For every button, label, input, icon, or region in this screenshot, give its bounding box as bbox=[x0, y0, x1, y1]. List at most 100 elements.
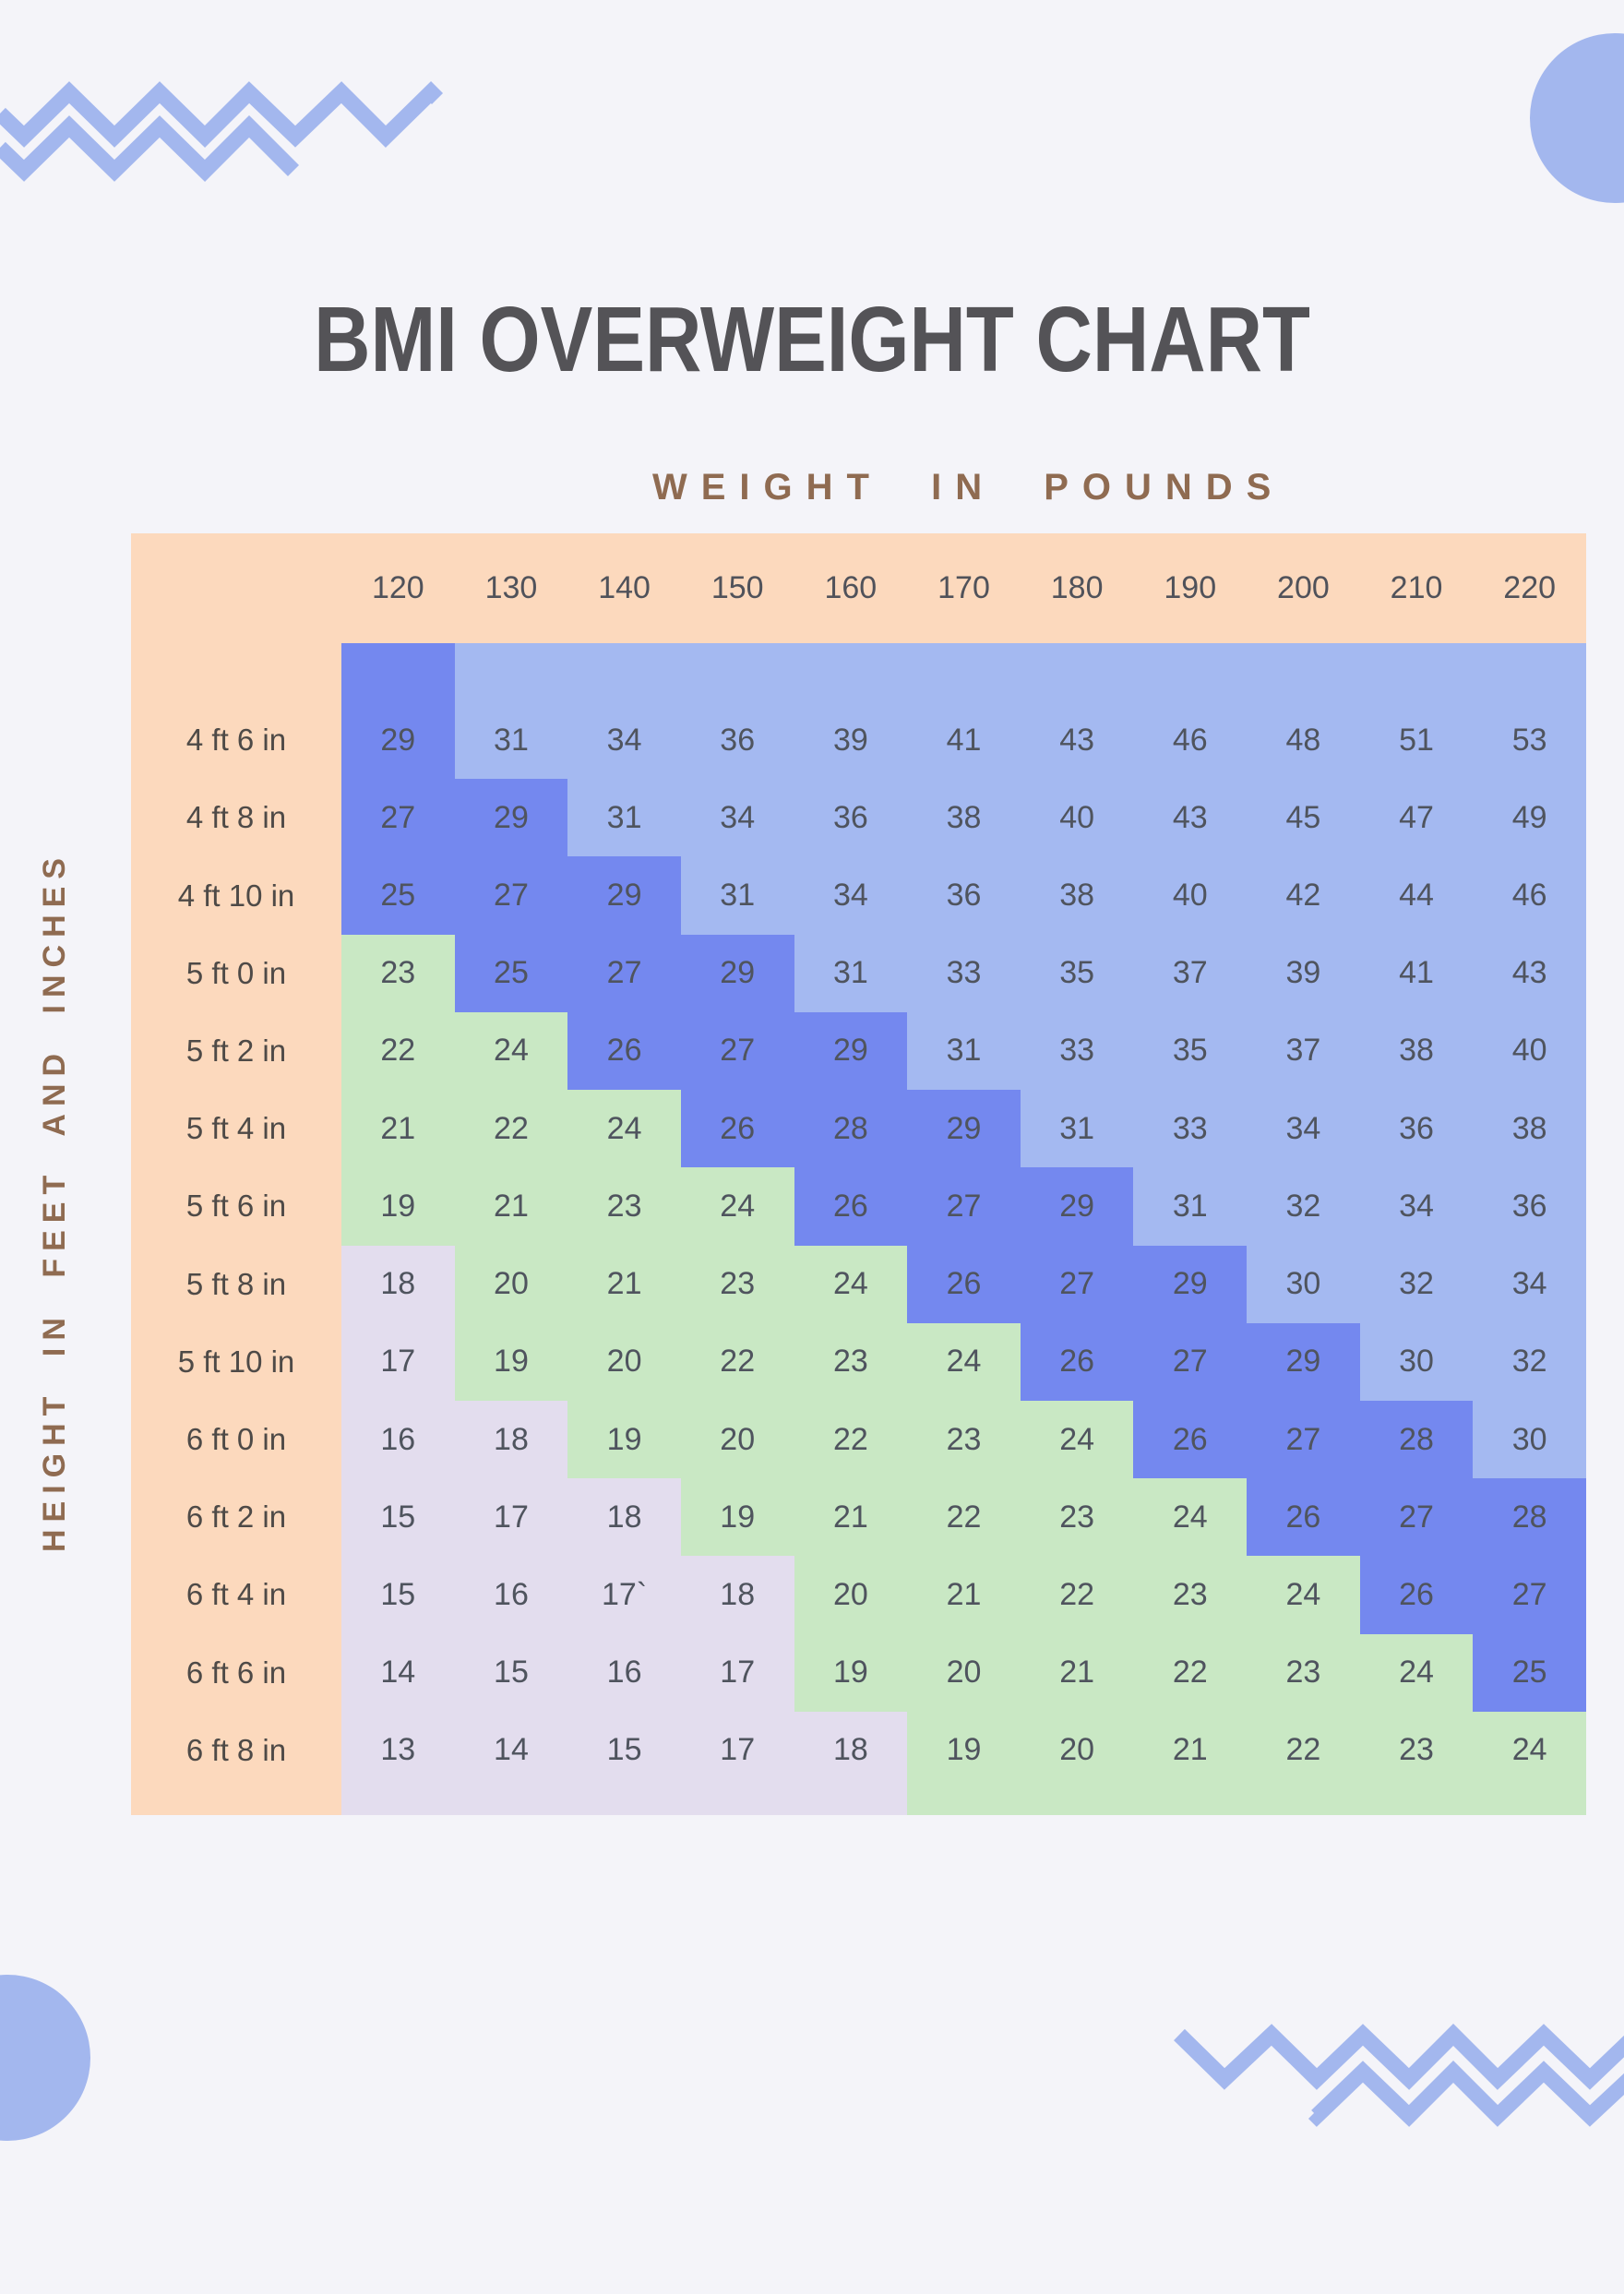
column-header: 210 bbox=[1359, 533, 1474, 643]
bmi-cell: 27 bbox=[1359, 1478, 1474, 1557]
spacer-cell bbox=[680, 643, 794, 701]
bmi-cell: 30 bbox=[1473, 1400, 1586, 1479]
bmi-cell: 14 bbox=[454, 1711, 568, 1789]
bmi-cell: 41 bbox=[907, 701, 1021, 780]
spacer-cell bbox=[567, 1789, 681, 1815]
zigzag-decoration-bottom-right bbox=[1174, 2023, 1624, 2127]
row-label: 5 ft 8 in bbox=[131, 1245, 341, 1323]
bmi-cell: 27 bbox=[1133, 1322, 1248, 1401]
column-header: 170 bbox=[907, 533, 1021, 643]
bmi-cell: 31 bbox=[907, 1011, 1021, 1091]
bmi-cell: 21 bbox=[1133, 1711, 1248, 1789]
bmi-cell: 33 bbox=[907, 934, 1021, 1012]
bmi-cell: 26 bbox=[680, 1090, 794, 1168]
row-label: 6 ft 6 in bbox=[131, 1633, 341, 1712]
bmi-cell: 24 bbox=[680, 1167, 794, 1246]
bmi-cell: 34 bbox=[680, 779, 794, 857]
bmi-cell: 21 bbox=[454, 1167, 568, 1246]
bmi-cell: 20 bbox=[1020, 1711, 1134, 1789]
bmi-cell: 16 bbox=[341, 1400, 455, 1479]
row-label: 6 ft 0 in bbox=[131, 1400, 341, 1479]
bmi-cell: 29 bbox=[341, 701, 455, 780]
bmi-cell: 40 bbox=[1473, 1011, 1586, 1091]
bmi-cell: 23 bbox=[1020, 1478, 1134, 1557]
bmi-cell: 18 bbox=[341, 1245, 455, 1323]
bmi-cell: 32 bbox=[1247, 1167, 1360, 1246]
circle-decoration-bottom-left bbox=[0, 1975, 90, 2141]
bmi-cell: 39 bbox=[1247, 934, 1360, 1012]
bmi-cell: 29 bbox=[454, 779, 568, 857]
bmi-cell: 51 bbox=[1359, 701, 1474, 780]
bmi-cell: 24 bbox=[1133, 1478, 1248, 1557]
spacer-cell bbox=[1020, 1789, 1134, 1815]
bmi-cell: 15 bbox=[454, 1633, 568, 1712]
bmi-cell: 26 bbox=[907, 1245, 1021, 1323]
bmi-cell: 53 bbox=[1473, 701, 1586, 780]
bmi-cell: 46 bbox=[1133, 701, 1248, 780]
bmi-table: 120 130 140 150 160 170 180 190 200 210 220 4 ft 6 … bbox=[131, 533, 1586, 1815]
bmi-cell: 26 bbox=[567, 1011, 681, 1091]
bmi-cell: 21 bbox=[794, 1478, 908, 1557]
bmi-cell: 25 bbox=[454, 934, 568, 1012]
bmi-cell: 30 bbox=[1247, 1245, 1360, 1323]
bmi-cell: 29 bbox=[680, 934, 794, 1012]
bmi-cell: 23 bbox=[341, 934, 455, 1012]
page-title: BMI OVERWEIGHT CHART bbox=[314, 288, 1310, 391]
spacer-cell bbox=[454, 643, 568, 701]
bmi-cell: 34 bbox=[1247, 1090, 1360, 1168]
bmi-cell: 19 bbox=[794, 1633, 908, 1712]
bmi-cell: 24 bbox=[1020, 1400, 1134, 1479]
spacer-cell bbox=[1473, 643, 1586, 701]
row-label: 5 ft 0 in bbox=[131, 934, 341, 1012]
bmi-cell: 26 bbox=[1359, 1556, 1474, 1634]
bmi-cell: 22 bbox=[1133, 1633, 1248, 1712]
circle-decoration-top-right bbox=[1530, 33, 1624, 203]
bmi-cell: 22 bbox=[1247, 1711, 1360, 1789]
bmi-cell: 14 bbox=[341, 1633, 455, 1712]
column-header: 160 bbox=[794, 533, 908, 643]
bmi-cell: 31 bbox=[567, 779, 681, 857]
bmi-cell: 23 bbox=[1359, 1711, 1474, 1789]
bmi-cell: 19 bbox=[454, 1322, 568, 1401]
bmi-cell: 15 bbox=[567, 1711, 681, 1789]
bmi-cell: 37 bbox=[1247, 1011, 1360, 1091]
row-label: 5 ft 2 in bbox=[131, 1011, 341, 1091]
bmi-cell: 39 bbox=[794, 701, 908, 780]
row-label: 5 ft 4 in bbox=[131, 1090, 341, 1168]
bmi-cell: 16 bbox=[567, 1633, 681, 1712]
bmi-cell: 21 bbox=[907, 1556, 1021, 1634]
bmi-cell: 15 bbox=[341, 1478, 455, 1557]
bmi-cell: 29 bbox=[907, 1090, 1021, 1168]
bmi-cell: 24 bbox=[454, 1011, 568, 1091]
bmi-cell: 24 bbox=[567, 1090, 681, 1168]
bmi-cell: 19 bbox=[567, 1400, 681, 1479]
bmi-cell: 20 bbox=[680, 1400, 794, 1479]
bmi-cell: 38 bbox=[1020, 856, 1134, 935]
spacer-cell bbox=[1247, 643, 1360, 701]
bmi-cell: 28 bbox=[1359, 1400, 1474, 1479]
bmi-cell: 40 bbox=[1020, 779, 1134, 857]
bmi-cell: 38 bbox=[1473, 1090, 1586, 1168]
row-label: 6 ft 2 in bbox=[131, 1478, 341, 1557]
bmi-cell: 22 bbox=[680, 1322, 794, 1401]
bmi-cell: 27 bbox=[1020, 1245, 1134, 1323]
bmi-cell: 33 bbox=[1133, 1090, 1248, 1168]
bmi-cell: 38 bbox=[907, 779, 1021, 857]
bmi-cell: 31 bbox=[454, 701, 568, 780]
spacer-cell bbox=[1020, 643, 1134, 701]
bmi-cell: 32 bbox=[1473, 1322, 1586, 1401]
spacer-cell bbox=[454, 1789, 568, 1815]
spacer-cell bbox=[1133, 643, 1248, 701]
column-header: 120 bbox=[341, 533, 455, 643]
bmi-cell: 26 bbox=[794, 1167, 908, 1246]
column-header: 140 bbox=[567, 533, 681, 643]
x-axis-title: WEIGHT IN POUNDS bbox=[652, 467, 1285, 508]
bmi-cell: 18 bbox=[794, 1711, 908, 1789]
bmi-cell: 20 bbox=[794, 1556, 908, 1634]
bmi-cell: 27 bbox=[907, 1167, 1021, 1246]
bmi-cell: 31 bbox=[794, 934, 908, 1012]
bmi-cell: 30 bbox=[1359, 1322, 1474, 1401]
table-corner bbox=[131, 533, 341, 643]
bmi-cell: 21 bbox=[567, 1245, 681, 1323]
row-label: 5 ft 6 in bbox=[131, 1167, 341, 1246]
